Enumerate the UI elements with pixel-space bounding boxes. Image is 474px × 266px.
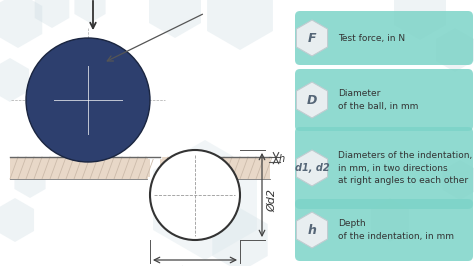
Polygon shape <box>296 150 328 186</box>
Text: h: h <box>308 223 317 236</box>
Text: Ød2: Ød2 <box>267 189 277 211</box>
Polygon shape <box>436 28 474 72</box>
Text: Test force, in N: Test force, in N <box>338 34 405 43</box>
Polygon shape <box>149 0 201 38</box>
Ellipse shape <box>26 38 150 162</box>
Polygon shape <box>160 157 270 179</box>
Text: D: D <box>307 94 317 106</box>
Polygon shape <box>296 212 328 248</box>
Text: d1, d2: d1, d2 <box>295 163 329 173</box>
Polygon shape <box>394 0 446 40</box>
Polygon shape <box>153 140 257 260</box>
Polygon shape <box>14 162 46 198</box>
FancyBboxPatch shape <box>295 11 473 65</box>
Polygon shape <box>0 198 34 242</box>
Polygon shape <box>371 198 409 242</box>
FancyBboxPatch shape <box>295 69 473 131</box>
Text: Depth
of the indentation, in mm: Depth of the indentation, in mm <box>338 219 454 241</box>
FancyBboxPatch shape <box>295 199 473 261</box>
Polygon shape <box>296 82 328 118</box>
Polygon shape <box>10 157 150 179</box>
Polygon shape <box>0 58 29 102</box>
Polygon shape <box>35 0 69 28</box>
FancyBboxPatch shape <box>295 127 473 209</box>
Polygon shape <box>296 20 328 56</box>
Text: h: h <box>279 155 285 164</box>
Polygon shape <box>443 160 474 200</box>
Ellipse shape <box>150 150 240 240</box>
Text: Diameters of the indentation,
in mm, in two directions
at right angles to each o: Diameters of the indentation, in mm, in … <box>338 151 472 185</box>
Text: Diameter
of the ball, in mm: Diameter of the ball, in mm <box>338 89 419 111</box>
Polygon shape <box>0 0 42 48</box>
Polygon shape <box>74 0 106 23</box>
Polygon shape <box>212 208 268 266</box>
Polygon shape <box>207 0 273 50</box>
Text: F: F <box>308 31 316 44</box>
